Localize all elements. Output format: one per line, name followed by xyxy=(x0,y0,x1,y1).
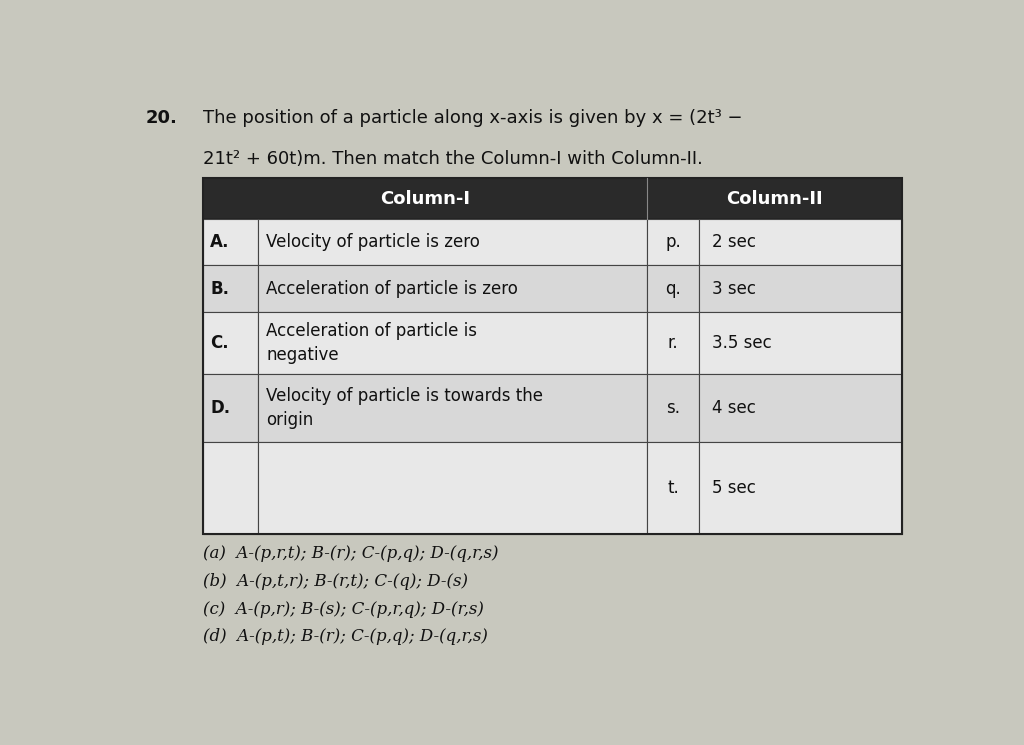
Bar xyxy=(204,442,258,534)
Bar xyxy=(204,374,258,442)
Bar xyxy=(699,265,902,311)
Text: r.: r. xyxy=(668,334,678,352)
Text: Column-II: Column-II xyxy=(726,190,822,208)
Text: 3.5 sec: 3.5 sec xyxy=(712,334,771,352)
Bar xyxy=(258,219,647,265)
Bar xyxy=(647,374,699,442)
Bar xyxy=(699,219,902,265)
Bar xyxy=(647,442,699,534)
Text: 3 sec: 3 sec xyxy=(712,279,756,297)
Text: 21t² + 60t)m. Then match the Column-I with Column-II.: 21t² + 60t)m. Then match the Column-I wi… xyxy=(204,150,703,168)
Text: Acceleration of particle is zero: Acceleration of particle is zero xyxy=(266,279,518,297)
Text: t.: t. xyxy=(668,479,679,497)
Text: B.: B. xyxy=(210,279,229,297)
Text: Velocity of particle is zero: Velocity of particle is zero xyxy=(266,233,480,251)
Bar xyxy=(204,178,902,219)
Text: The position of a particle along x-axis is given by x = (2t³ −: The position of a particle along x-axis … xyxy=(204,110,743,127)
Text: A.: A. xyxy=(210,233,229,251)
Text: 2 sec: 2 sec xyxy=(712,233,756,251)
Bar xyxy=(647,311,699,374)
Text: q.: q. xyxy=(666,279,681,297)
Text: D.: D. xyxy=(210,399,230,416)
Bar xyxy=(647,265,699,311)
Text: Velocity of particle is towards the
origin: Velocity of particle is towards the orig… xyxy=(266,387,544,428)
Bar xyxy=(204,311,258,374)
Text: s.: s. xyxy=(666,399,680,416)
Bar xyxy=(258,265,647,311)
Text: Acceleration of particle is
negative: Acceleration of particle is negative xyxy=(266,322,477,364)
Bar xyxy=(204,219,258,265)
Text: (d)  A-(p,t); B-(r); C-(p,q); D-(q,r,s): (d) A-(p,t); B-(r); C-(p,q); D-(q,r,s) xyxy=(204,628,488,645)
Text: C.: C. xyxy=(210,334,229,352)
Text: 20.: 20. xyxy=(145,110,177,127)
Text: (b)  A-(p,t,r); B-(r,t); C-(q); D-(s): (b) A-(p,t,r); B-(r,t); C-(q); D-(s) xyxy=(204,573,468,590)
Text: (a)  A-(p,r,t); B-(r); C-(p,q); D-(q,r,s): (a) A-(p,r,t); B-(r); C-(p,q); D-(q,r,s) xyxy=(204,545,499,562)
Text: 5 sec: 5 sec xyxy=(712,479,756,497)
Bar xyxy=(204,265,258,311)
Text: 4 sec: 4 sec xyxy=(712,399,756,416)
Text: Column-I: Column-I xyxy=(380,190,470,208)
Text: p.: p. xyxy=(666,233,681,251)
Bar xyxy=(647,219,699,265)
Text: (c)  A-(p,r); B-(s); C-(p,r,q); D-(r,s): (c) A-(p,r); B-(s); C-(p,r,q); D-(r,s) xyxy=(204,600,484,618)
